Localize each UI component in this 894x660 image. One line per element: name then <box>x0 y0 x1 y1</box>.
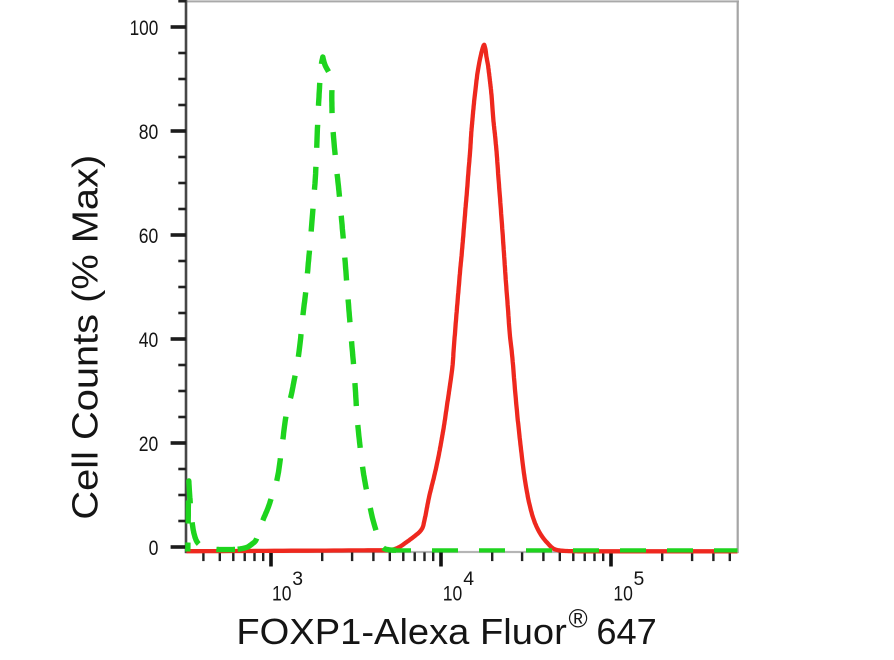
svg-text:Cell Counts (% Max): Cell Counts (% Max) <box>64 155 105 520</box>
svg-text:100: 100 <box>130 16 159 40</box>
svg-text:647: 647 <box>596 611 656 652</box>
svg-text:10: 10 <box>272 581 292 605</box>
svg-text:FOXP1-Alexa Fluor: FOXP1-Alexa Fluor <box>236 611 566 652</box>
svg-text:5: 5 <box>634 568 645 590</box>
svg-text:20: 20 <box>139 432 159 456</box>
svg-text:3: 3 <box>292 568 303 590</box>
svg-text:80: 80 <box>139 120 159 144</box>
svg-text:60: 60 <box>139 224 159 248</box>
svg-text:10: 10 <box>443 581 463 605</box>
svg-text:4: 4 <box>463 568 474 590</box>
svg-text:10: 10 <box>613 581 633 605</box>
svg-text:®: ® <box>569 604 588 634</box>
svg-text:40: 40 <box>139 328 159 352</box>
svg-text:0: 0 <box>149 536 159 560</box>
